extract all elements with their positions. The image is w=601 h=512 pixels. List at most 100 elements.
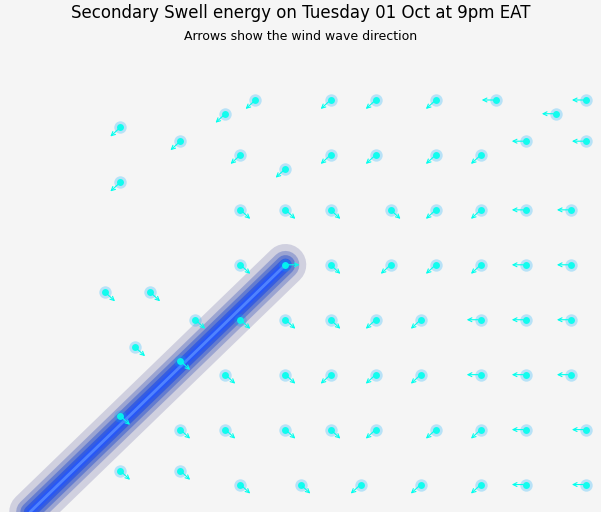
Point	[476, 206, 486, 214]
Point	[175, 425, 185, 434]
Point	[431, 425, 441, 434]
Point	[145, 288, 155, 296]
Point	[236, 261, 245, 269]
Point	[521, 206, 531, 214]
Point	[431, 261, 441, 269]
Point	[476, 261, 486, 269]
Point	[386, 206, 395, 214]
Point	[431, 261, 441, 269]
Point	[416, 480, 426, 488]
Point	[581, 137, 591, 145]
Point	[326, 425, 335, 434]
Point	[236, 151, 245, 159]
Point	[115, 412, 125, 420]
Point	[175, 137, 185, 145]
Point	[581, 480, 591, 488]
Point	[236, 315, 245, 324]
Point	[281, 315, 290, 324]
Point	[371, 151, 380, 159]
Point	[221, 110, 230, 118]
Point	[491, 96, 501, 104]
Point	[326, 261, 335, 269]
Point	[356, 480, 365, 488]
Point	[236, 151, 245, 159]
Point	[551, 110, 561, 118]
Point	[251, 96, 260, 104]
Point	[281, 261, 290, 269]
Point	[431, 96, 441, 104]
Point	[130, 343, 140, 351]
Point	[371, 315, 380, 324]
Point	[175, 467, 185, 475]
Point	[476, 315, 486, 324]
Point	[326, 315, 335, 324]
Point	[130, 343, 140, 351]
Point	[326, 425, 335, 434]
Point	[416, 315, 426, 324]
Point	[431, 425, 441, 434]
Point	[221, 371, 230, 379]
Point	[581, 96, 591, 104]
Point	[115, 467, 125, 475]
Point	[326, 206, 335, 214]
Point	[221, 425, 230, 434]
Point	[581, 425, 591, 434]
Point	[371, 371, 380, 379]
Point	[581, 137, 591, 145]
Point	[281, 206, 290, 214]
Text: Secondary Swell energy on Tuesday 01 Oct at 9pm EAT: Secondary Swell energy on Tuesday 01 Oct…	[71, 4, 530, 22]
Point	[115, 178, 125, 186]
Point	[191, 315, 200, 324]
Point	[431, 151, 441, 159]
Point	[521, 480, 531, 488]
Point	[521, 261, 531, 269]
Point	[371, 151, 380, 159]
Point	[386, 206, 395, 214]
Point	[581, 480, 591, 488]
Point	[386, 261, 395, 269]
Point	[521, 425, 531, 434]
Point	[236, 480, 245, 488]
Point	[326, 96, 335, 104]
Point	[175, 425, 185, 434]
Point	[236, 315, 245, 324]
Point	[191, 315, 200, 324]
Point	[175, 357, 185, 365]
Point	[476, 206, 486, 214]
Point	[431, 96, 441, 104]
Point	[551, 110, 561, 118]
Point	[476, 371, 486, 379]
Point	[115, 412, 125, 420]
Point	[236, 261, 245, 269]
Point	[326, 206, 335, 214]
Point	[115, 123, 125, 132]
Point	[296, 480, 305, 488]
Point	[476, 480, 486, 488]
Point	[326, 261, 335, 269]
Point	[431, 206, 441, 214]
Point	[326, 151, 335, 159]
Point	[431, 151, 441, 159]
Point	[281, 164, 290, 173]
Point	[326, 315, 335, 324]
Point	[115, 178, 125, 186]
Point	[326, 151, 335, 159]
Point	[566, 315, 576, 324]
Point	[251, 96, 260, 104]
Point	[281, 371, 290, 379]
Point	[566, 371, 576, 379]
Point	[326, 371, 335, 379]
Point	[521, 261, 531, 269]
Point	[386, 261, 395, 269]
Point	[476, 371, 486, 379]
Point	[431, 206, 441, 214]
Point	[281, 206, 290, 214]
Text: Arrows show the wind wave direction: Arrows show the wind wave direction	[184, 30, 417, 42]
Point	[476, 151, 486, 159]
Point	[100, 288, 110, 296]
Point	[236, 206, 245, 214]
Point	[566, 261, 576, 269]
Point	[521, 315, 531, 324]
Point	[371, 96, 380, 104]
Point	[521, 206, 531, 214]
